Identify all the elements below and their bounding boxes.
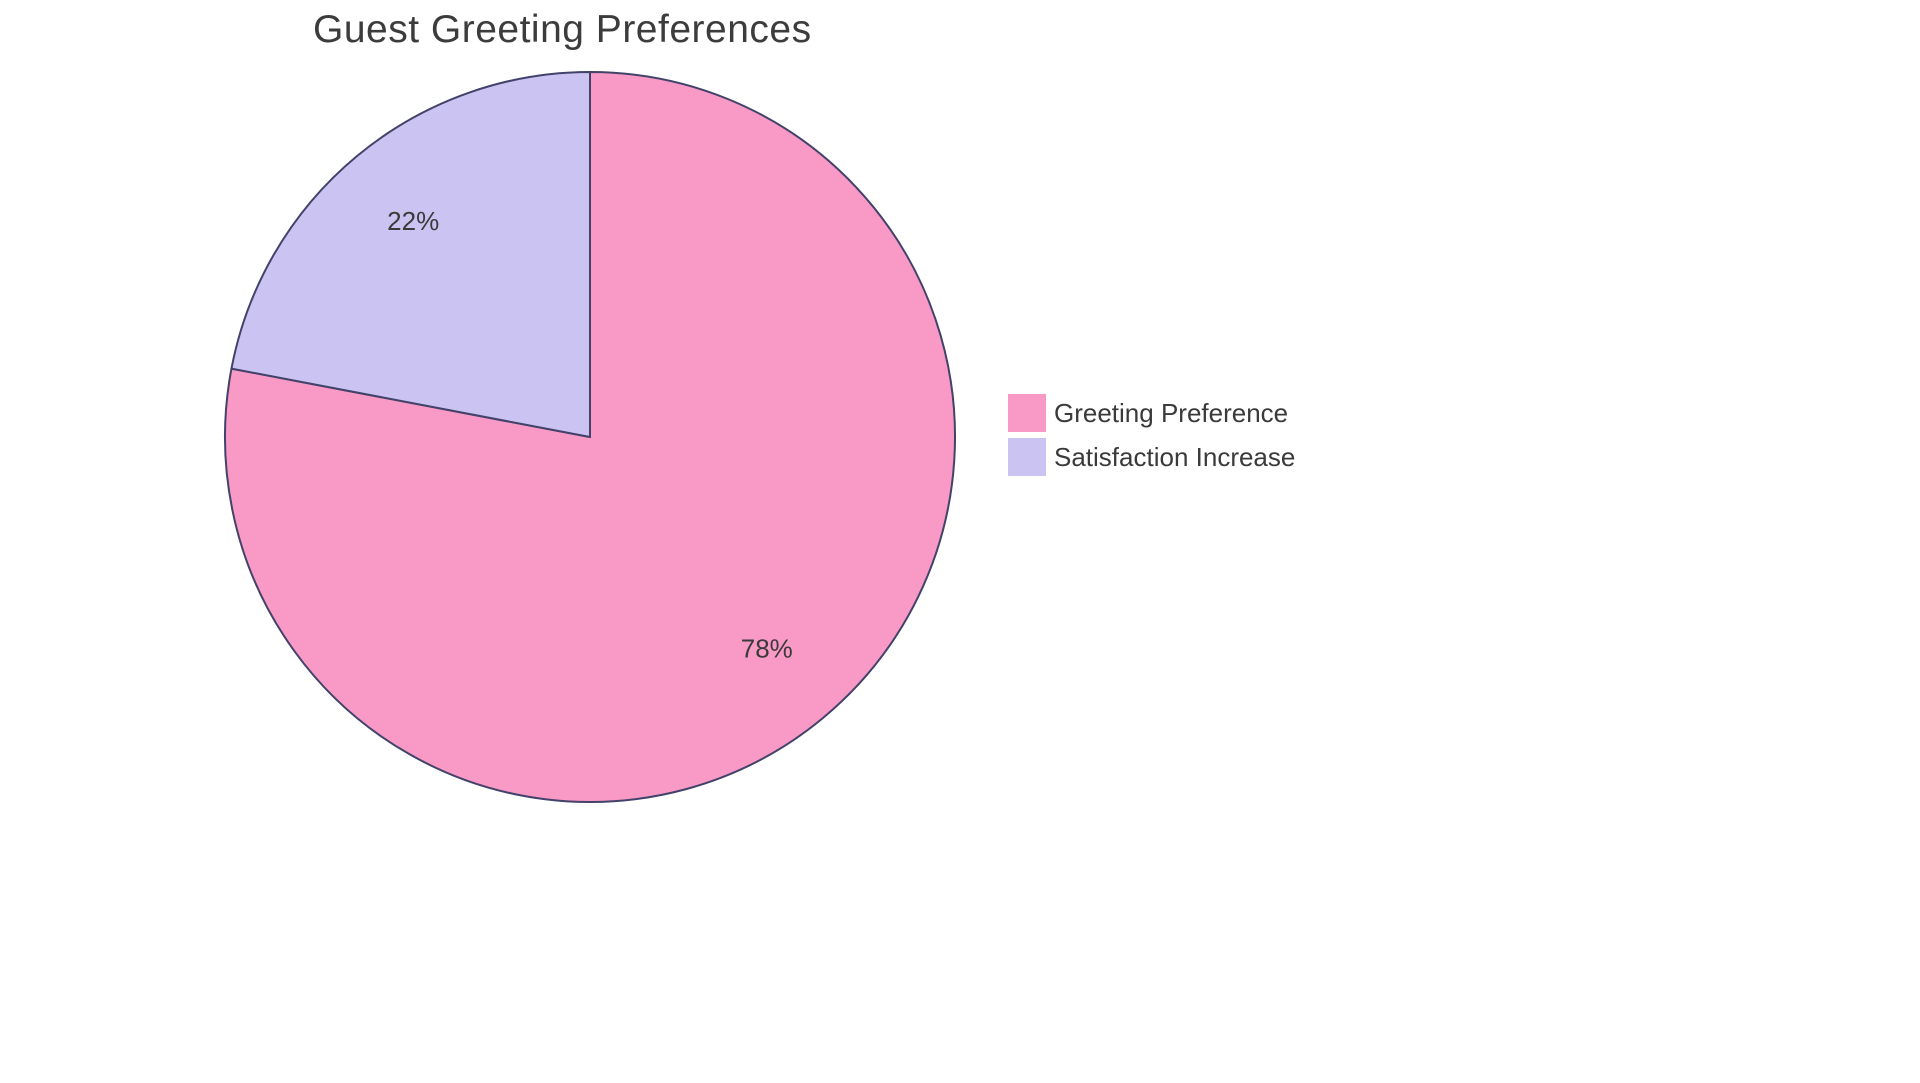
- legend-label-greeting-preference: Greeting Preference: [1054, 397, 1289, 428]
- legend-item-greeting-preference: Greeting Preference: [1008, 394, 1295, 432]
- legend: Greeting Preference Satisfaction Increas…: [1008, 394, 1295, 476]
- legend-item-satisfaction-increase: Satisfaction Increase: [1008, 438, 1295, 476]
- slice-percent-label-0: 78%: [741, 634, 793, 664]
- legend-swatch-greeting-preference: [1008, 394, 1046, 432]
- legend-label-satisfaction-increase: Satisfaction Increase: [1054, 441, 1296, 472]
- pie-slice-1: [230, 71, 591, 438]
- chart-title: Guest Greeting Preferences: [313, 8, 812, 51]
- slice-percent-label-1: 22%: [387, 206, 439, 236]
- legend-swatch-satisfaction-increase: [1008, 438, 1046, 476]
